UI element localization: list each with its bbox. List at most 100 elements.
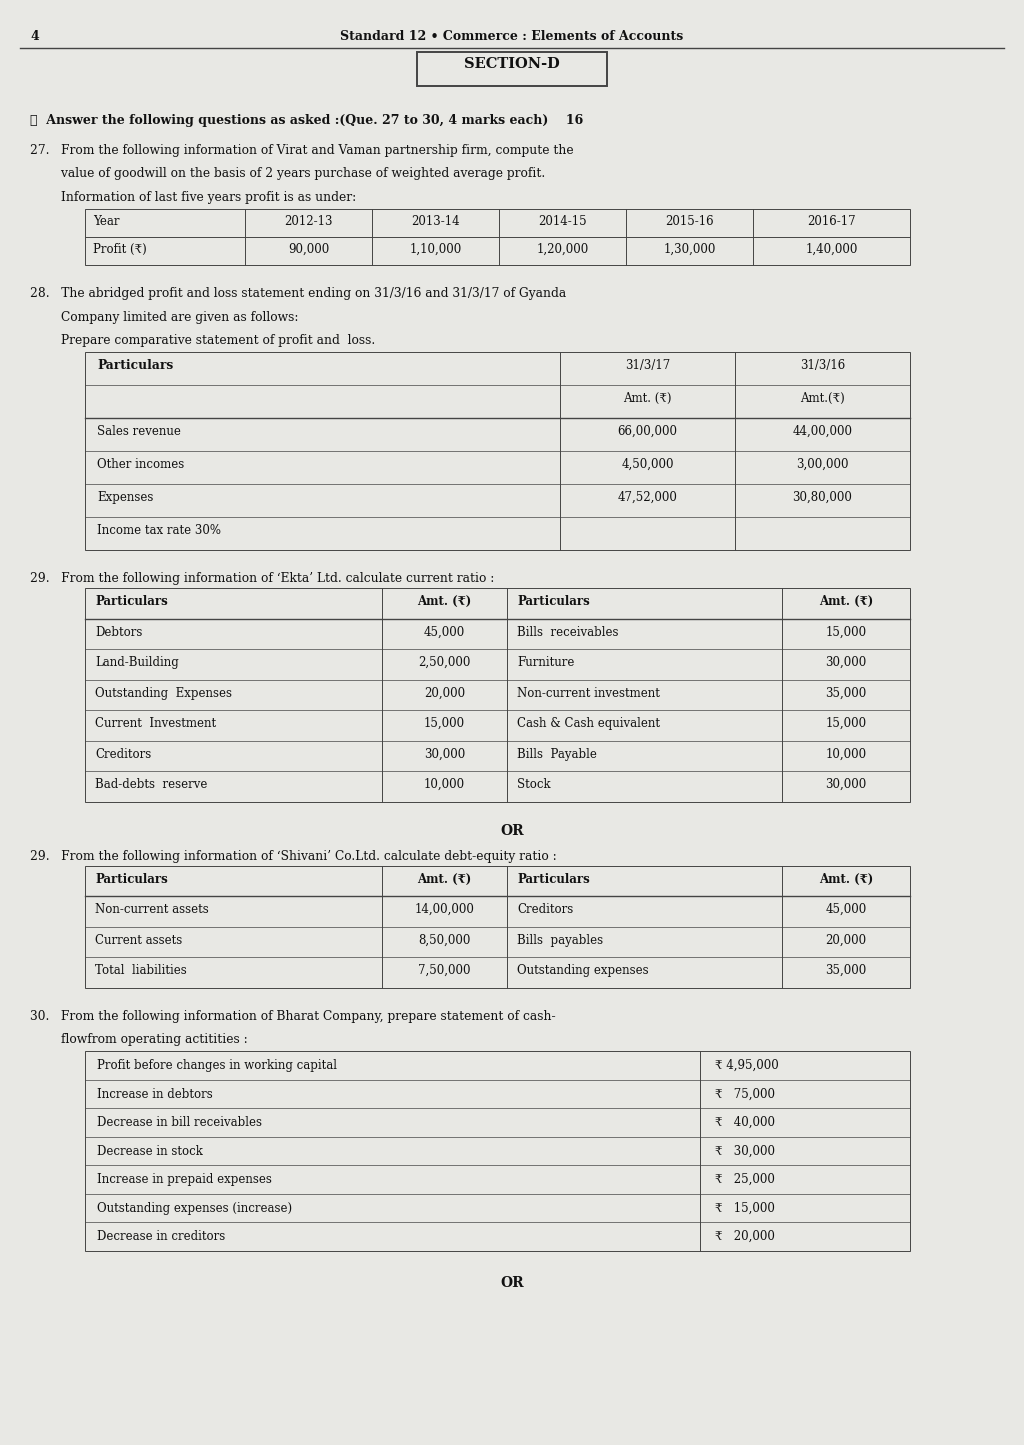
Bar (85, 588, 910, 802)
Text: Land-Building: Land-Building (95, 656, 179, 669)
Text: Amt. (₹): Amt. (₹) (819, 595, 873, 608)
Text: 4,50,000: 4,50,000 (622, 458, 674, 471)
Text: Outstanding  Expenses: Outstanding Expenses (95, 686, 232, 699)
Text: SECTION-D: SECTION-D (464, 56, 560, 71)
Text: ₹   40,000: ₹ 40,000 (715, 1116, 775, 1129)
Text: 15,000: 15,000 (424, 717, 465, 730)
Text: 15,000: 15,000 (825, 626, 866, 639)
Text: 3,00,000: 3,00,000 (797, 458, 849, 471)
Text: Decrease in creditors: Decrease in creditors (97, 1230, 225, 1243)
Text: 20,000: 20,000 (825, 933, 866, 946)
Text: 47,52,000: 47,52,000 (617, 491, 678, 504)
Bar (85, 353, 910, 551)
Text: 1,20,000: 1,20,000 (537, 243, 589, 256)
Text: Particulars: Particulars (95, 595, 168, 608)
Text: 30,000: 30,000 (825, 777, 866, 790)
Text: 2016-17: 2016-17 (807, 215, 856, 228)
Text: 10,000: 10,000 (424, 777, 465, 790)
Text: 4: 4 (30, 30, 39, 43)
Text: Amt. (₹): Amt. (₹) (418, 595, 472, 608)
Text: 45,000: 45,000 (825, 903, 866, 916)
Text: 2012-13: 2012-13 (285, 215, 333, 228)
Text: Sales revenue: Sales revenue (97, 425, 181, 438)
Bar (85, 210, 910, 264)
Text: Current assets: Current assets (95, 933, 182, 946)
Text: Profit (₹): Profit (₹) (93, 243, 146, 256)
Text: ₹   75,000: ₹ 75,000 (715, 1088, 775, 1101)
Text: 20,000: 20,000 (424, 686, 465, 699)
Text: Information of last five years profit is as under:: Information of last five years profit is… (30, 191, 356, 204)
Text: Expenses: Expenses (97, 491, 154, 504)
Text: 30,000: 30,000 (825, 656, 866, 669)
Text: Increase in prepaid expenses: Increase in prepaid expenses (97, 1173, 272, 1186)
Text: Bills  payables: Bills payables (517, 933, 603, 946)
Text: 2014-15: 2014-15 (539, 215, 587, 228)
Text: OR: OR (500, 824, 524, 838)
Text: Other incomes: Other incomes (97, 458, 184, 471)
Bar (85, 866, 910, 987)
Text: 15,000: 15,000 (825, 717, 866, 730)
Text: 31/3/17: 31/3/17 (625, 358, 670, 371)
Text: Prepare comparative statement of profit and  loss.: Prepare comparative statement of profit … (30, 334, 375, 347)
Text: Particulars: Particulars (95, 873, 168, 886)
Text: 28.   The abridged profit and loss statement ending on 31/3/16 and 31/3/17 of Gy: 28. The abridged profit and loss stateme… (30, 288, 566, 301)
Text: 1,10,000: 1,10,000 (410, 243, 462, 256)
Text: Bills  receivables: Bills receivables (517, 626, 618, 639)
Text: Bad-debts  reserve: Bad-debts reserve (95, 777, 208, 790)
Text: 2013-14: 2013-14 (412, 215, 460, 228)
Text: Standard 12 • Commerce : Elements of Accounts: Standard 12 • Commerce : Elements of Acc… (340, 30, 684, 43)
Text: Non-current investment: Non-current investment (517, 686, 659, 699)
Text: 31/3/16: 31/3/16 (800, 358, 845, 371)
Text: 29.   From the following information of ‘Ekta’ Ltd. calculate current ratio :: 29. From the following information of ‘E… (30, 572, 495, 585)
Text: 30,000: 30,000 (424, 747, 465, 760)
Text: value of goodwill on the basis of 2 years purchase of weighted average profit.: value of goodwill on the basis of 2 year… (30, 168, 545, 181)
Text: Furniture: Furniture (517, 656, 574, 669)
Text: ₹ 4,95,000: ₹ 4,95,000 (715, 1059, 778, 1072)
Text: 90,000: 90,000 (288, 243, 329, 256)
Text: 29.   From the following information of ‘Shivani’ Co.Ltd. calculate debt-equity : 29. From the following information of ‘S… (30, 850, 557, 863)
Text: Total  liabilities: Total liabilities (95, 964, 186, 977)
Text: Particulars: Particulars (517, 873, 590, 886)
Text: Amt. (₹): Amt. (₹) (418, 873, 472, 886)
Text: 30.   From the following information of Bharat Company, prepare statement of cas: 30. From the following information of Bh… (30, 1010, 556, 1023)
Text: 14,00,000: 14,00,000 (415, 903, 474, 916)
Text: 44,00,000: 44,00,000 (793, 425, 853, 438)
Text: 27.   From the following information of Virat and Vaman partnership firm, comput: 27. From the following information of Vi… (30, 144, 573, 158)
Text: Decrease in stock: Decrease in stock (97, 1144, 203, 1157)
Text: Creditors: Creditors (517, 903, 573, 916)
Text: 10,000: 10,000 (825, 747, 866, 760)
Text: Particulars: Particulars (97, 358, 173, 371)
Text: 35,000: 35,000 (825, 964, 866, 977)
Text: ₹   15,000: ₹ 15,000 (715, 1201, 775, 1214)
Text: Debtors: Debtors (95, 626, 142, 639)
Text: Amt. (₹): Amt. (₹) (819, 873, 873, 886)
Text: Bills  Payable: Bills Payable (517, 747, 597, 760)
Text: ₹   20,000: ₹ 20,000 (715, 1230, 775, 1243)
Text: ❖  Answer the following questions as asked :(Que. 27 to 30, 4 marks each)    16: ❖ Answer the following questions as aske… (30, 114, 584, 127)
Text: OR: OR (500, 1276, 524, 1289)
Text: Amt.(₹): Amt.(₹) (800, 392, 845, 405)
Text: 2,50,000: 2,50,000 (419, 656, 471, 669)
Text: Increase in debtors: Increase in debtors (97, 1088, 213, 1101)
Text: Non-current assets: Non-current assets (95, 903, 209, 916)
Text: Current  Investment: Current Investment (95, 717, 216, 730)
Text: 66,00,000: 66,00,000 (617, 425, 678, 438)
Text: 1,40,000: 1,40,000 (805, 243, 858, 256)
Text: 1,30,000: 1,30,000 (664, 243, 716, 256)
Text: Particulars: Particulars (517, 595, 590, 608)
Text: Company limited are given as follows:: Company limited are given as follows: (30, 311, 299, 324)
Text: 2015-16: 2015-16 (666, 215, 714, 228)
Text: Outstanding expenses: Outstanding expenses (517, 964, 648, 977)
Text: 30,80,000: 30,80,000 (793, 491, 852, 504)
Text: 45,000: 45,000 (424, 626, 465, 639)
Text: Income tax rate 30%: Income tax rate 30% (97, 525, 221, 538)
Bar (417, 52, 607, 87)
Text: Profit before changes in working capital: Profit before changes in working capital (97, 1059, 337, 1072)
Text: Outstanding expenses (increase): Outstanding expenses (increase) (97, 1201, 292, 1214)
Bar (85, 1051, 910, 1250)
Text: 7,50,000: 7,50,000 (418, 964, 471, 977)
Text: Stock: Stock (517, 777, 551, 790)
Text: 35,000: 35,000 (825, 686, 866, 699)
Text: Cash & Cash equivalent: Cash & Cash equivalent (517, 717, 660, 730)
Text: Creditors: Creditors (95, 747, 152, 760)
